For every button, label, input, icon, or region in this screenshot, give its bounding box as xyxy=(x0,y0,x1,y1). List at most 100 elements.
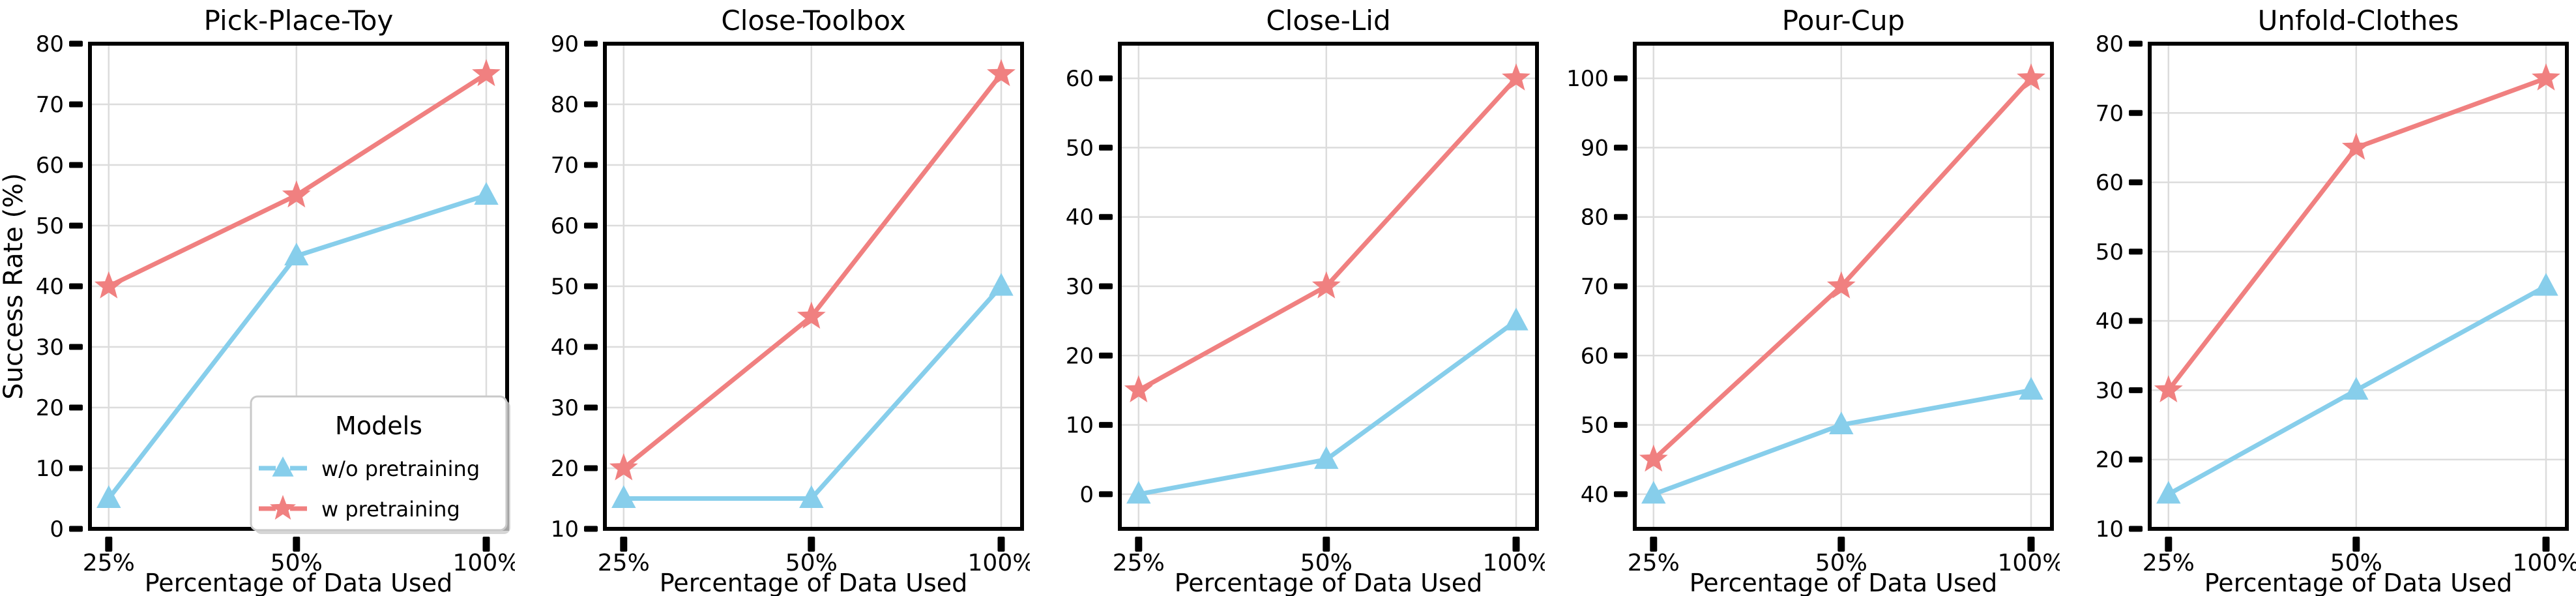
marker-star-w-pretraining xyxy=(2154,375,2183,402)
y-tick-label: 60 xyxy=(1581,343,1609,369)
legend-label: w pretraining xyxy=(321,497,460,522)
y-tick-mark xyxy=(584,40,598,47)
marker-star-w-pretraining xyxy=(609,453,638,481)
y-tick-mark xyxy=(69,283,83,290)
y-tick-label: 60 xyxy=(2096,170,2124,196)
y-tick-mark xyxy=(69,101,83,108)
marker-star-w-pretraining xyxy=(1124,375,1153,402)
x-tick-mark xyxy=(1650,537,1658,552)
y-tick-label: 10 xyxy=(36,456,64,482)
marker-star-w-pretraining xyxy=(282,180,311,208)
marker-triangle-w-o-pretraining xyxy=(1829,411,1854,435)
series-line-w-pretraining xyxy=(1136,76,1519,393)
marker-triangle-w-o-pretraining xyxy=(1641,481,1666,504)
marker-triangle-w-o-pretraining xyxy=(2019,377,2043,400)
y-tick-label: 60 xyxy=(36,153,64,179)
marker-star-w-pretraining xyxy=(2341,132,2371,160)
y-tick-mark xyxy=(1099,352,1113,359)
y-tick-mark xyxy=(584,283,598,290)
legend-title: Models xyxy=(335,411,422,440)
y-tick-mark xyxy=(1099,422,1113,428)
axes-spines xyxy=(1633,42,2054,531)
marker-triangle-w-o-pretraining xyxy=(989,273,1014,296)
axes-spines xyxy=(1118,42,1539,531)
y-tick-mark xyxy=(69,162,83,168)
y-tick-label: 90 xyxy=(1581,135,1609,161)
y-tick-label: 90 xyxy=(551,31,579,57)
y-tick-label: 40 xyxy=(551,335,579,361)
x-axis-label: Percentage of Data Used xyxy=(1690,569,1997,596)
y-tick-label: 20 xyxy=(2096,447,2124,473)
subplot-close-toolbox: 10 20 30 40 50 60 70 80 90 25% 50% 100% Close-Toolbo… xyxy=(515,0,1030,596)
y-tick-mark xyxy=(1614,491,1628,498)
x-tick-label: 50% xyxy=(271,550,323,576)
x-tick-mark xyxy=(2542,537,2550,552)
x-tick-label: 100% xyxy=(968,550,1030,576)
subplot-pour-cup: 40 50 60 70 80 90 100 25% 50% 100% Pour-Cup Percent… xyxy=(1545,0,2060,596)
marker-triangle-w-o-pretraining xyxy=(2534,273,2558,296)
y-tick-mark xyxy=(69,344,83,350)
x-tick-mark xyxy=(2027,537,2035,552)
y-tick-label: 50 xyxy=(551,274,579,300)
x-tick-label: 100% xyxy=(1998,550,2060,576)
y-tick-label: 20 xyxy=(551,456,579,482)
x-tick-mark xyxy=(1323,537,1330,552)
y-tick-label: 40 xyxy=(36,274,64,300)
y-tick-mark xyxy=(1099,283,1113,290)
marker-star-w-pretraining xyxy=(1502,63,1530,91)
x-tick-label: 50% xyxy=(1300,550,1353,576)
legend-box xyxy=(250,395,508,531)
y-tick-mark xyxy=(1099,214,1113,220)
marker-triangle-w-o-pretraining xyxy=(96,485,121,508)
x-tick-label: 25% xyxy=(83,550,135,576)
subplot-pick-place-toy: 0 10 20 30 40 50 60 70 80 25% 50% 100% Pick-Place-To… xyxy=(0,0,515,596)
y-tick-mark xyxy=(1099,75,1113,82)
y-tick-mark xyxy=(584,101,598,108)
x-tick-mark xyxy=(1512,537,1520,552)
y-tick-mark xyxy=(1614,283,1628,290)
x-tick-mark xyxy=(620,537,628,552)
y-tick-mark xyxy=(69,526,83,532)
y-tick-label: 70 xyxy=(551,153,579,179)
series-line-w-pretraining xyxy=(621,72,1004,471)
y-tick-label: 100 xyxy=(1566,66,1609,92)
marker-triangle-w-o-pretraining xyxy=(1126,481,1151,504)
y-tick-label: 70 xyxy=(2096,100,2124,127)
y-tick-label: 80 xyxy=(2096,31,2124,57)
y-tick-mark xyxy=(2129,110,2143,116)
y-tick-label: 0 xyxy=(50,516,64,543)
y-tick-mark xyxy=(69,404,83,411)
marker-triangle-w-o-pretraining xyxy=(2344,377,2369,400)
marker-star-w-pretraining xyxy=(1311,271,1341,299)
legend-label: w/o pretraining xyxy=(321,456,480,481)
subplot-close-lid: 0 10 20 30 40 50 60 25% 50% 100% Close-Lid Percenta… xyxy=(1030,0,1545,596)
marker-triangle-w-o-pretraining xyxy=(611,485,636,508)
marker-star-w-pretraining xyxy=(1639,444,1668,472)
x-tick-mark xyxy=(808,537,815,552)
x-tick-label: 25% xyxy=(1628,550,1680,576)
marker-triangle-w-o-pretraining xyxy=(2156,481,2181,504)
y-tick-mark xyxy=(2129,456,2143,463)
x-tick-mark xyxy=(482,537,490,552)
marker-star-w-pretraining xyxy=(2017,63,2045,91)
chart-title: Close-Toolbox xyxy=(721,5,905,37)
x-tick-mark xyxy=(1837,537,1845,552)
y-tick-label: 40 xyxy=(1581,482,1609,508)
y-tick-mark xyxy=(1614,75,1628,82)
y-tick-mark xyxy=(2129,179,2143,186)
y-tick-label: 50 xyxy=(1066,135,1094,161)
chart-pick-place-toy: 0 10 20 30 40 50 60 70 80 25% 50% 100% Pick-Place-To… xyxy=(0,5,515,596)
x-axis-label: Percentage of Data Used xyxy=(1175,569,1482,596)
y-tick-mark xyxy=(1614,422,1628,428)
y-tick-mark xyxy=(584,162,598,168)
y-tick-label: 30 xyxy=(551,395,579,421)
y-tick-label: 30 xyxy=(2096,378,2124,404)
y-tick-label: 20 xyxy=(36,395,64,421)
marker-star-w-pretraining xyxy=(797,301,826,329)
x-tick-label: 50% xyxy=(1815,550,1867,576)
y-tick-mark xyxy=(69,465,83,471)
y-tick-label: 20 xyxy=(1066,343,1094,369)
y-tick-mark xyxy=(2129,318,2143,324)
x-tick-label: 100% xyxy=(2513,550,2576,576)
x-tick-mark xyxy=(997,537,1005,552)
